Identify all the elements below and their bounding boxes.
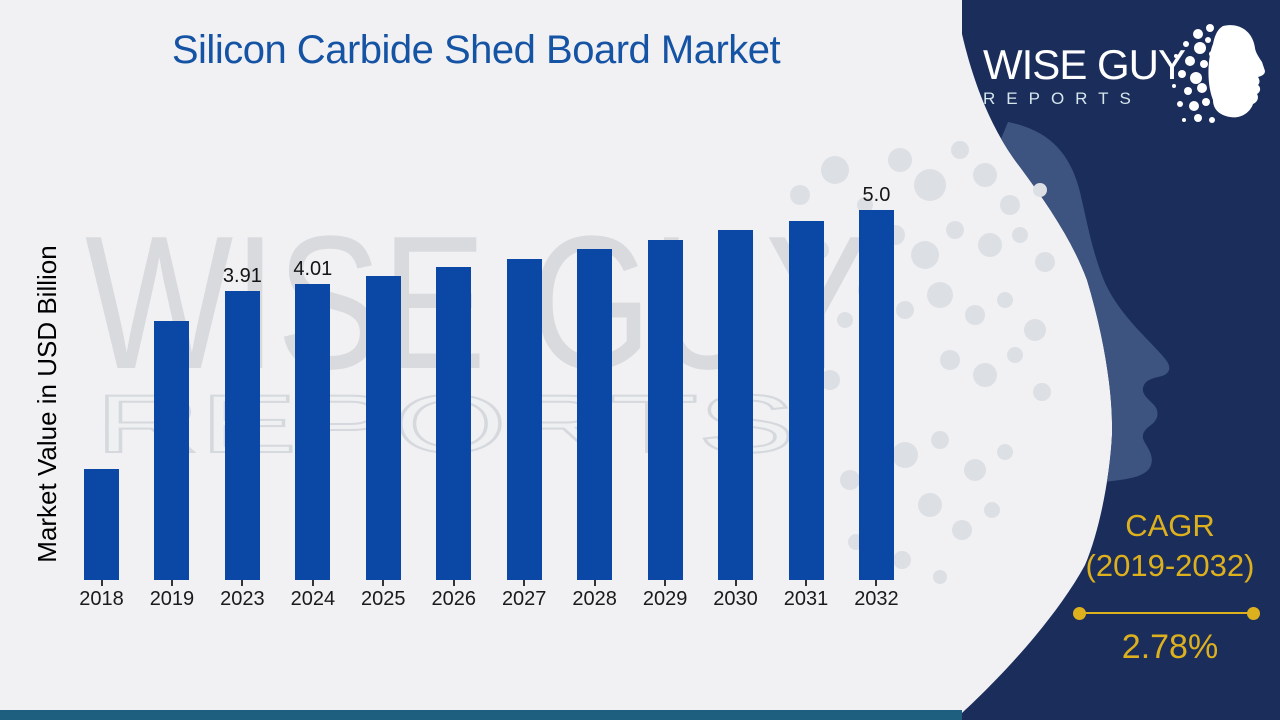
x-axis-label-2023: 2023 xyxy=(220,588,265,610)
x-axis-tick xyxy=(452,580,455,586)
bar-2023 xyxy=(224,291,260,580)
page-title: Silicon Carbide Shed Board Market xyxy=(171,28,781,72)
bar-value-label-2024: 4.01 xyxy=(293,258,333,280)
bar-2028 xyxy=(577,249,613,580)
x-axis-tick xyxy=(170,580,173,586)
bar-2030 xyxy=(718,230,754,580)
x-axis-label-2019: 2019 xyxy=(149,588,195,610)
x-axis-label-2031: 2031 xyxy=(783,588,829,610)
x-axis-label-2028: 2028 xyxy=(572,588,617,610)
cagr-divider-line xyxy=(1079,612,1253,614)
x-axis-label-2025: 2025 xyxy=(361,588,406,610)
bar-2019 xyxy=(154,321,190,580)
cagr-divider-dot-right xyxy=(1247,607,1260,620)
x-axis-label-2032: 2032 xyxy=(854,588,899,610)
x-axis-label-2030: 2030 xyxy=(713,588,758,610)
bar-value-label-2032: 5.0 xyxy=(862,184,891,206)
x-axis-label-2026: 2026 xyxy=(431,588,477,610)
logo-face-icon xyxy=(1172,24,1265,123)
cagr-title: CAGR xyxy=(1125,508,1215,543)
cagr-divider-dot-left xyxy=(1073,607,1086,620)
logo-reports-text: REPORTS xyxy=(983,89,1142,108)
x-axis-tick xyxy=(311,580,314,586)
x-axis-tick xyxy=(875,580,878,586)
bottom-teal-strip xyxy=(0,710,962,720)
x-axis-tick xyxy=(523,580,526,586)
bar-2032 xyxy=(858,210,894,580)
bar-2025 xyxy=(365,276,401,580)
logo-brand-text: WISE GUY xyxy=(983,41,1186,88)
bar-2027 xyxy=(506,259,542,580)
cagr-range: (2019-2032) xyxy=(1085,548,1255,583)
wise-guy-reports-logo: WISE GUY REPORTS xyxy=(983,41,1186,109)
x-axis-label-2029: 2029 xyxy=(642,588,688,610)
x-axis-tick xyxy=(593,580,596,586)
bar-2026 xyxy=(436,267,472,580)
bar-2031 xyxy=(788,221,824,580)
x-axis-tick xyxy=(805,580,807,586)
bar-2029 xyxy=(647,240,683,580)
x-axis-tick xyxy=(734,580,737,586)
x-axis-tick xyxy=(382,580,385,586)
x-axis-tick xyxy=(100,580,103,586)
x-axis-tick xyxy=(241,580,244,586)
x-axis-label-2024: 2024 xyxy=(290,588,336,610)
cagr-value: 2.78% xyxy=(1121,628,1219,666)
bar-2024 xyxy=(295,284,331,580)
x-axis-tick xyxy=(664,580,667,586)
x-axis-label-2018: 2018 xyxy=(79,588,124,610)
bar-2018 xyxy=(84,469,119,580)
bar-value-label-2023: 3.91 xyxy=(222,265,262,287)
x-axis-label-2027: 2027 xyxy=(501,588,547,610)
